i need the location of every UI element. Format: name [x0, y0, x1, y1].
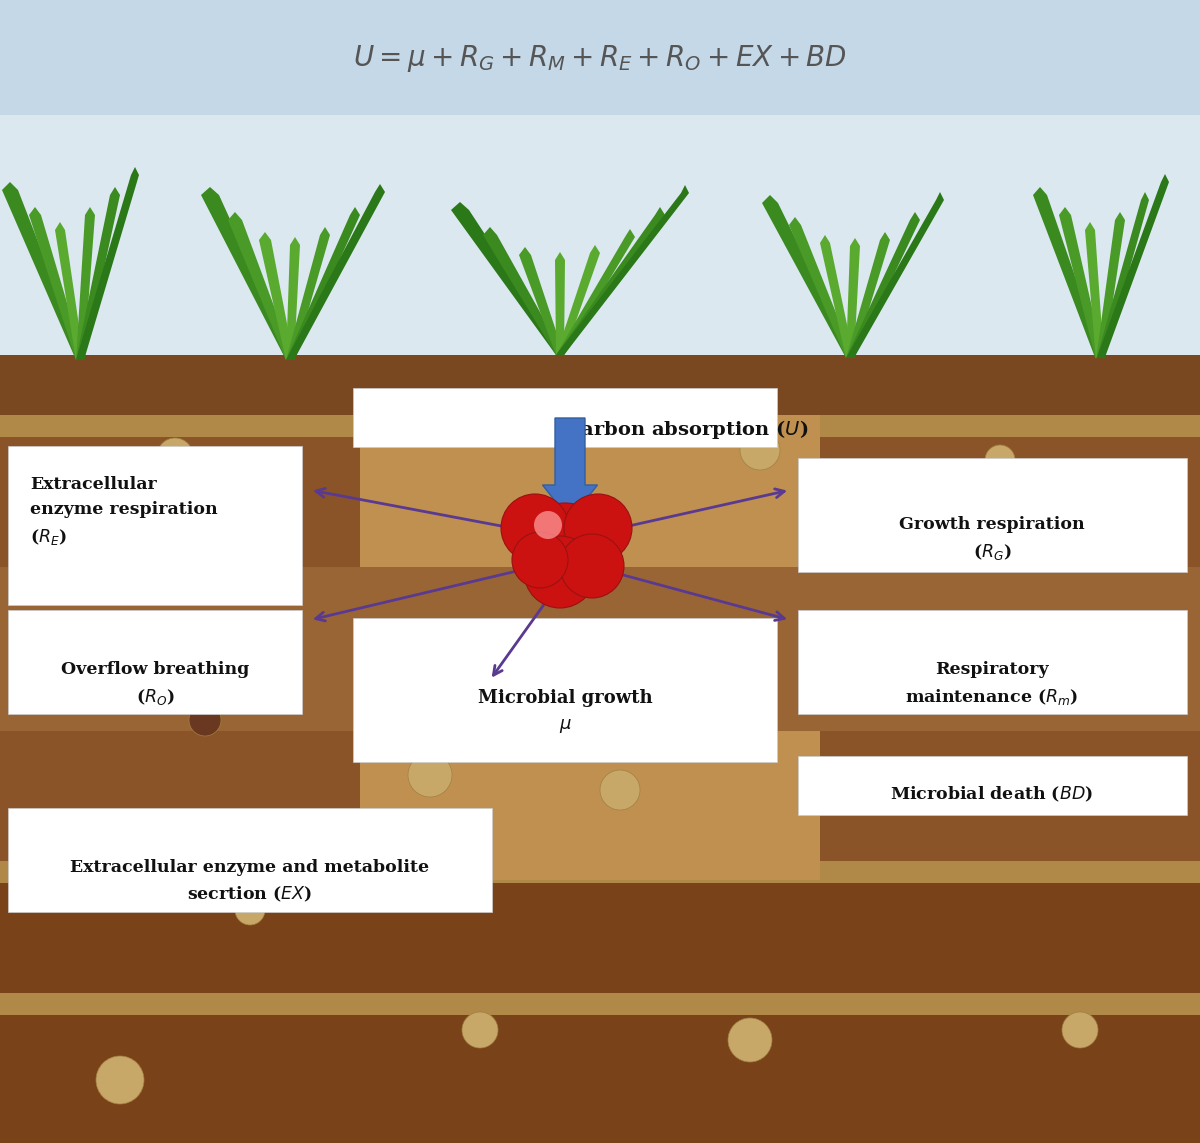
FancyBboxPatch shape — [798, 610, 1187, 714]
Bar — [0, 415, 1200, 437]
Polygon shape — [846, 238, 860, 358]
FancyBboxPatch shape — [353, 387, 778, 447]
Polygon shape — [286, 227, 330, 360]
Bar — [0, 589, 1200, 709]
Text: Growth respiration
($R_G$): Growth respiration ($R_G$) — [899, 515, 1085, 562]
Polygon shape — [286, 237, 300, 360]
Bar — [360, 390, 820, 880]
Bar — [0, 567, 1200, 589]
Circle shape — [985, 445, 1015, 475]
FancyBboxPatch shape — [353, 618, 778, 762]
Polygon shape — [556, 185, 689, 355]
Circle shape — [524, 536, 596, 608]
Text: $U = \mu + R_G + R_M + R_E + R_O + EX + BD$: $U = \mu + R_G + R_M + R_E + R_O + EX + … — [353, 42, 847, 73]
Text: Respiratory
maintenance ($R_m$): Respiratory maintenance ($R_m$) — [905, 661, 1079, 708]
Polygon shape — [1085, 222, 1104, 360]
Circle shape — [560, 534, 624, 598]
Polygon shape — [259, 232, 294, 360]
Polygon shape — [762, 195, 854, 358]
Polygon shape — [1096, 192, 1150, 360]
Polygon shape — [556, 229, 635, 355]
Circle shape — [534, 511, 562, 539]
Polygon shape — [76, 167, 139, 360]
Bar — [0, 1015, 1200, 1143]
Bar — [0, 709, 1200, 732]
Bar — [0, 355, 1200, 415]
Bar — [0, 115, 1200, 355]
Polygon shape — [2, 182, 84, 360]
Bar — [0, 861, 1200, 884]
Polygon shape — [1096, 211, 1126, 360]
Circle shape — [1085, 665, 1115, 695]
Circle shape — [600, 770, 640, 810]
Circle shape — [564, 494, 632, 562]
Circle shape — [408, 753, 452, 797]
Polygon shape — [228, 211, 294, 360]
Bar — [0, 884, 1200, 993]
Text: Extracellular
enzyme respiration
($R_E$): Extracellular enzyme respiration ($R_E$) — [30, 475, 217, 546]
Circle shape — [728, 1018, 772, 1062]
FancyBboxPatch shape — [8, 610, 302, 714]
Circle shape — [462, 1012, 498, 1048]
Polygon shape — [846, 192, 944, 358]
Bar — [0, 993, 1200, 1015]
Circle shape — [235, 895, 265, 925]
Circle shape — [523, 503, 607, 588]
Circle shape — [502, 494, 569, 562]
Polygon shape — [846, 211, 920, 358]
Polygon shape — [76, 207, 95, 360]
Polygon shape — [76, 187, 120, 360]
Polygon shape — [820, 235, 854, 358]
Polygon shape — [846, 232, 890, 358]
Polygon shape — [1060, 207, 1104, 360]
Polygon shape — [0, 355, 1200, 415]
Bar — [0, 355, 1200, 1143]
FancyBboxPatch shape — [798, 756, 1187, 815]
Polygon shape — [556, 207, 665, 355]
Text: Microbial death ($BD$): Microbial death ($BD$) — [890, 785, 1093, 805]
Polygon shape — [556, 245, 600, 355]
Circle shape — [190, 704, 221, 736]
Polygon shape — [55, 222, 84, 360]
Bar — [0, 567, 1200, 732]
FancyBboxPatch shape — [798, 458, 1187, 572]
FancyBboxPatch shape — [8, 808, 492, 912]
Text: Extracellular enzyme and metabolite
secrtion ($EX$): Extracellular enzyme and metabolite secr… — [71, 860, 430, 904]
Circle shape — [157, 438, 193, 474]
Circle shape — [132, 662, 168, 698]
Polygon shape — [29, 207, 84, 360]
Bar — [0, 0, 1200, 115]
Text: Overflow breathing
($R_O$): Overflow breathing ($R_O$) — [61, 661, 250, 708]
Polygon shape — [451, 202, 564, 355]
Polygon shape — [1033, 187, 1104, 360]
Polygon shape — [520, 247, 564, 355]
Polygon shape — [482, 227, 564, 355]
Polygon shape — [790, 217, 854, 358]
Text: Microbial growth
$\mu$: Microbial growth $\mu$ — [478, 689, 653, 735]
Polygon shape — [554, 251, 565, 355]
Bar — [0, 732, 1200, 861]
Polygon shape — [286, 184, 385, 360]
Polygon shape — [202, 187, 294, 360]
Polygon shape — [1096, 174, 1169, 360]
Circle shape — [1062, 1012, 1098, 1048]
FancyArrow shape — [542, 418, 598, 520]
Bar — [0, 437, 1200, 567]
Circle shape — [740, 430, 780, 470]
Polygon shape — [286, 207, 360, 360]
FancyBboxPatch shape — [8, 446, 302, 605]
Text: Carbon absorption ($U$): Carbon absorption ($U$) — [565, 418, 809, 441]
Circle shape — [96, 1056, 144, 1104]
Circle shape — [512, 531, 568, 588]
